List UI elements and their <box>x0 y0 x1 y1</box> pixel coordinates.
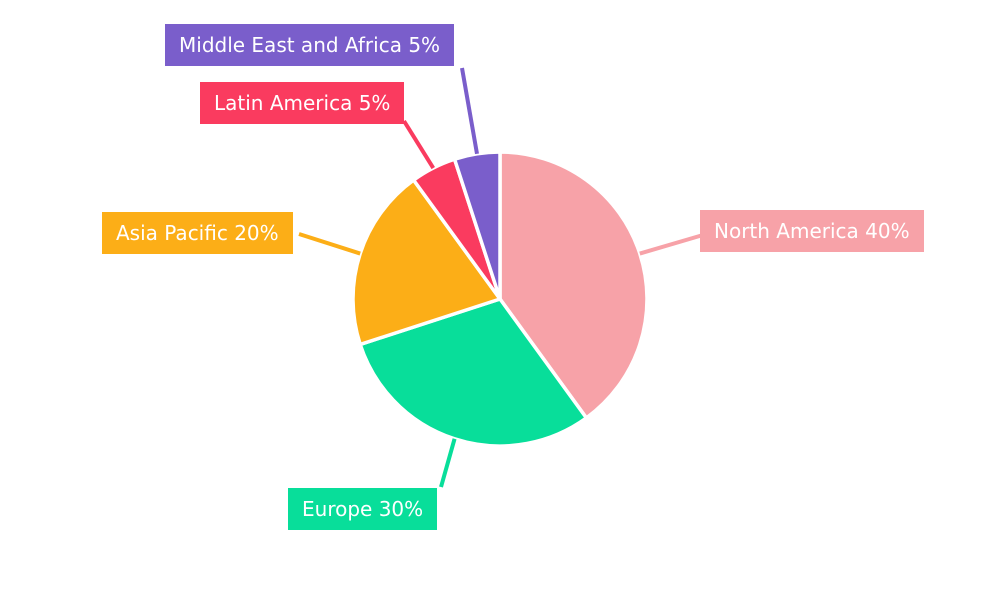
pie-label-asia-pacific: Asia Pacific 20% <box>102 212 293 254</box>
pie-slice-middle-east-and-africa[interactable] <box>452 150 502 301</box>
pie-label-europe: Europe 30% <box>288 488 438 530</box>
leader-line-latin-america <box>402 119 435 170</box>
pie-label-middle-east-and-africa: Middle East and Africa 5% <box>165 24 455 66</box>
pie-slice-europe[interactable] <box>358 297 589 448</box>
pie-label-latin-america: Latin America 5% <box>200 82 405 124</box>
leader-line-north-america <box>639 233 704 256</box>
pie-slice-north-america[interactable] <box>498 150 649 420</box>
leader-line-europe <box>439 438 457 488</box>
leader-line-asia-pacific <box>298 232 361 256</box>
leader-line-middle-east-and-africa <box>460 67 479 155</box>
pie-slice-asia-pacific[interactable] <box>351 178 502 347</box>
pie-label-north-america: North America 40% <box>700 210 924 252</box>
